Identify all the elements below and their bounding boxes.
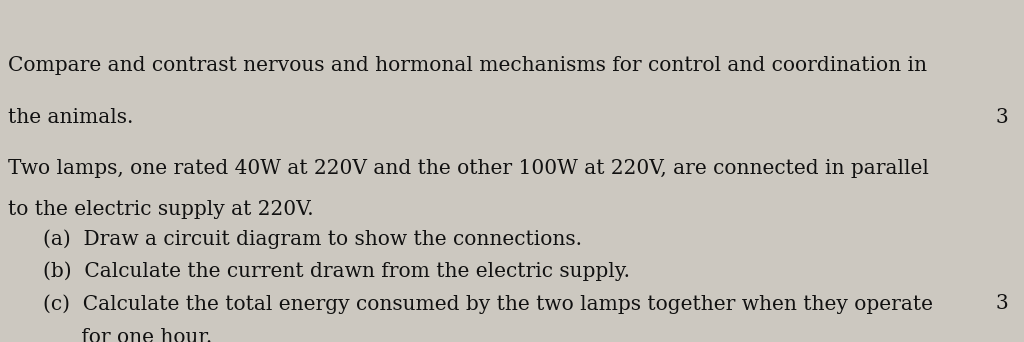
Text: the animals.: the animals. — [8, 108, 133, 127]
Text: 3: 3 — [996, 108, 1009, 127]
Text: 3: 3 — [996, 5, 1009, 24]
Bar — [0, 0, 1024, 31]
Text: (a)  Draw a circuit diagram to show the connections.: (a) Draw a circuit diagram to show the c… — [43, 229, 582, 249]
Text: to the electric supply at 220V.: to the electric supply at 220V. — [8, 200, 313, 219]
Text: (c)  Calculate the total energy consumed by the two lamps together when they ope: (c) Calculate the total energy consumed … — [43, 294, 933, 314]
Text: (b)  Calculate the current drawn from the electric supply.: (b) Calculate the current drawn from the… — [43, 262, 630, 281]
Text: Two lamps, one rated 40W at 220V and the other 100W at 220V, are connected in pa: Two lamps, one rated 40W at 220V and the… — [8, 159, 929, 178]
Text: Describe the structure and functioning of nephron.: Describe the structure and functioning o… — [8, 5, 531, 24]
Text: Compare and contrast nervous and hormonal mechanisms for control and coordinatio: Compare and contrast nervous and hormona… — [8, 56, 927, 76]
Text: for one hour.: for one hour. — [43, 328, 212, 342]
Text: 3: 3 — [996, 294, 1009, 313]
